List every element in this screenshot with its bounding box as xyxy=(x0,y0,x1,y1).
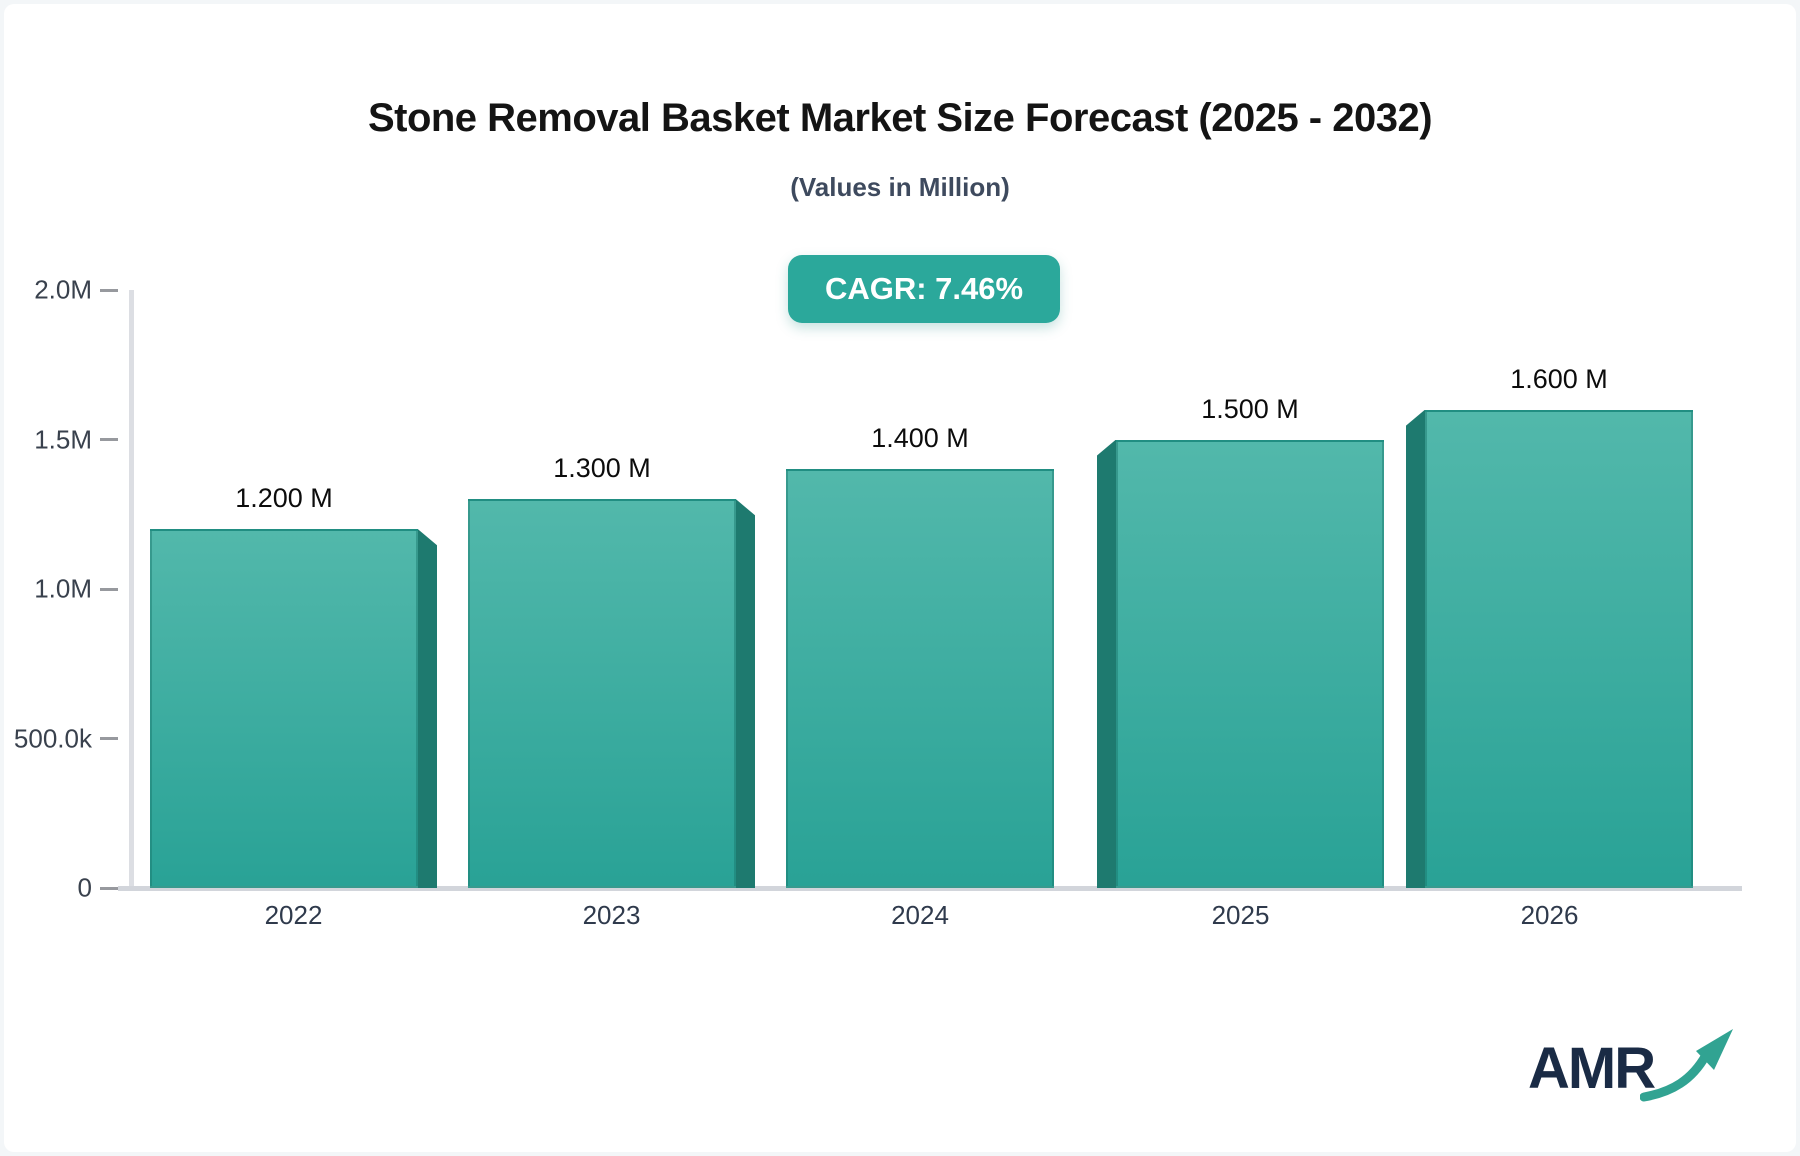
y-axis-tick xyxy=(100,587,118,591)
bar-side-face-2026 xyxy=(1406,409,1425,888)
bar-value-label-2025: 1.500 M xyxy=(1201,393,1299,424)
y-axis-tick-label: 2.0M xyxy=(34,274,92,305)
amr-logo-text: AMR xyxy=(1528,1035,1656,1101)
bar-value-label-2024: 1.400 M xyxy=(871,423,969,454)
bar-2024[interactable] xyxy=(786,469,1054,888)
y-axis-tick-label: 500.0k xyxy=(13,723,92,753)
chart-subtitle: (Values in Million) xyxy=(790,172,1010,202)
x-axis-label-2024: 2024 xyxy=(891,900,949,930)
bar-2023[interactable] xyxy=(468,499,736,888)
x-axis-line xyxy=(118,886,1742,891)
y-axis-tick-label: 1.5M xyxy=(34,424,92,454)
bar-2025[interactable] xyxy=(1116,439,1384,888)
amr-logo: AMR xyxy=(1528,1026,1740,1110)
y-axis-tick xyxy=(100,438,118,441)
bar-2022[interactable] xyxy=(150,529,418,888)
x-axis-label-2022: 2022 xyxy=(264,900,323,930)
bar-2026[interactable] xyxy=(1425,409,1693,888)
x-axis-label-2025: 2025 xyxy=(1211,900,1270,930)
bar-side-face-2022 xyxy=(418,529,437,888)
bar-side-face-2025 xyxy=(1097,439,1116,888)
x-axis-label-2023: 2023 xyxy=(582,900,641,930)
bar-value-label-2022: 1.200 M xyxy=(235,483,333,514)
bar-value-label-2026: 1.600 M xyxy=(1510,363,1608,394)
cagr-badge: CAGR: 7.46% xyxy=(788,255,1060,323)
y-axis-tick xyxy=(100,288,118,292)
bar-side-face-2023 xyxy=(736,499,755,888)
x-axis-label-2026: 2026 xyxy=(1520,900,1579,930)
y-axis-tick-label: 0 xyxy=(77,872,92,903)
y-axis-line xyxy=(129,290,134,891)
y-axis-tick xyxy=(100,737,118,740)
y-axis-tick-label: 1.0M xyxy=(34,573,92,604)
chart-title: Stone Removal Basket Market Size Forecas… xyxy=(367,96,1433,140)
growth-arrow-icon xyxy=(1640,1029,1734,1102)
y-axis-tick xyxy=(100,886,118,890)
bar-value-label-2023: 1.300 M xyxy=(553,453,651,484)
